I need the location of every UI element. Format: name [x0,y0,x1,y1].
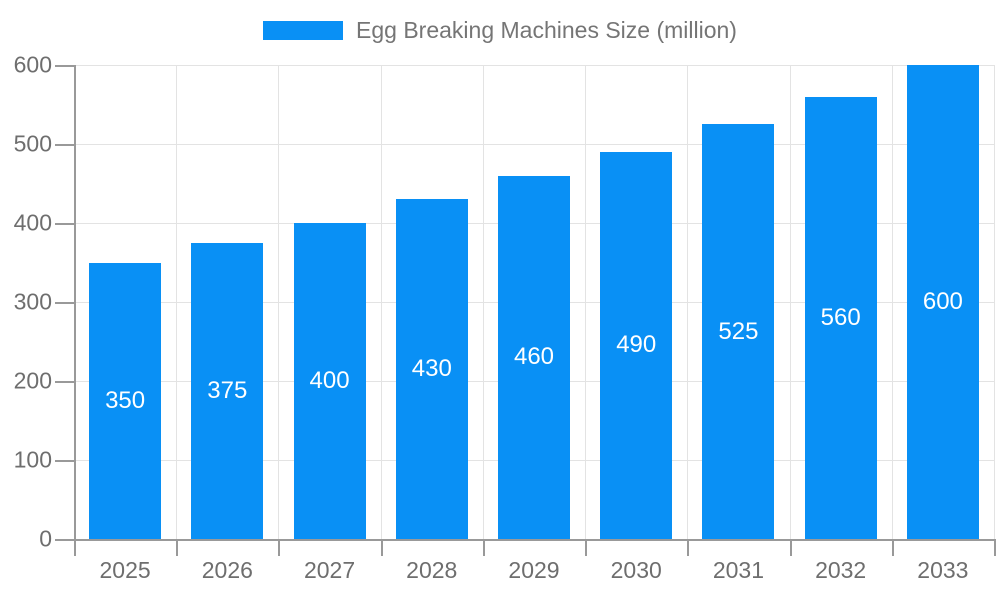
bar-value-label: 525 [718,317,759,345]
y-axis-tick [55,460,74,462]
bar-2027[interactable]: 400 [293,223,366,539]
y-axis-tick [55,223,74,225]
y-axis-line [74,65,76,539]
h-gridline [74,144,994,145]
y-axis-tick [55,302,74,304]
bar-value-label: 600 [922,288,963,315]
x-tick-label: 2029 [508,557,560,583]
y-tick-label: 400 [13,209,52,236]
bar-value-label: 375 [207,376,248,404]
x-tick-label: 2026 [201,557,253,583]
legend-label: Egg Breaking Machines Size (million) [356,16,737,43]
bar-value-label: 400 [309,367,350,394]
legend[interactable]: Egg Breaking Machines Size (million) [0,12,1000,48]
bar-2025[interactable]: 350 [89,262,162,539]
v-gridline [687,65,689,539]
y-tick-label: 200 [13,367,52,394]
x-axis-line [74,539,994,541]
x-axis-tick [789,539,792,556]
v-gridline [482,65,484,539]
bar-value-label: 460 [513,343,555,371]
x-tick-label: 2033 [917,557,969,583]
bar-2031[interactable]: 525 [702,124,775,539]
x-tick-label: 2032 [815,557,867,583]
x-axis-tick [380,539,383,556]
plot-area: 350 375 400 430 460 490 525 560 600 [74,65,995,539]
y-tick-label: 100 [13,446,52,473]
y-tick-label: 600 [13,51,52,78]
x-axis-tick [994,539,996,556]
v-gridline [891,65,893,539]
bar-2029[interactable]: 460 [498,175,570,539]
bar-2026[interactable]: 375 [191,242,264,539]
legend-swatch-icon [263,20,344,40]
x-tick-label: 2025 [99,557,151,583]
y-axis-tick [55,144,74,146]
bar-value-label: 430 [411,355,452,383]
x-axis-tick [74,539,76,556]
v-gridline [994,65,995,539]
x-tick-label: 2028 [406,557,458,583]
bar-value-label: 490 [616,331,657,359]
x-axis-tick [891,539,894,556]
v-gridline [585,65,587,539]
v-gridline [789,65,791,539]
y-axis-tick [55,381,74,383]
x-axis-tick [585,539,588,556]
bar-2033[interactable]: 600 [906,65,979,539]
x-axis-tick [482,539,485,556]
bar-2030[interactable]: 490 [600,151,673,539]
x-axis-tick [176,539,179,556]
y-tick-label: 500 [13,130,52,157]
y-tick-label: 300 [13,288,52,315]
x-tick-label: 2031 [712,557,765,583]
v-gridline [176,65,178,539]
x-tick-label: 2027 [303,557,356,583]
bar-2032[interactable]: 560 [804,96,877,539]
v-gridline [278,65,280,539]
x-axis-tick [278,539,281,556]
h-gridline [74,65,994,66]
x-tick-label: 2030 [610,557,662,583]
bar-2028[interactable]: 430 [395,199,468,539]
y-tick-label: 0 [39,525,52,552]
y-axis-tick [55,539,74,541]
y-axis-tick [55,65,74,67]
x-axis-tick [687,539,690,556]
bar-value-label: 560 [820,303,861,331]
v-gridline [380,65,382,539]
bar-value-label: 350 [105,386,146,414]
